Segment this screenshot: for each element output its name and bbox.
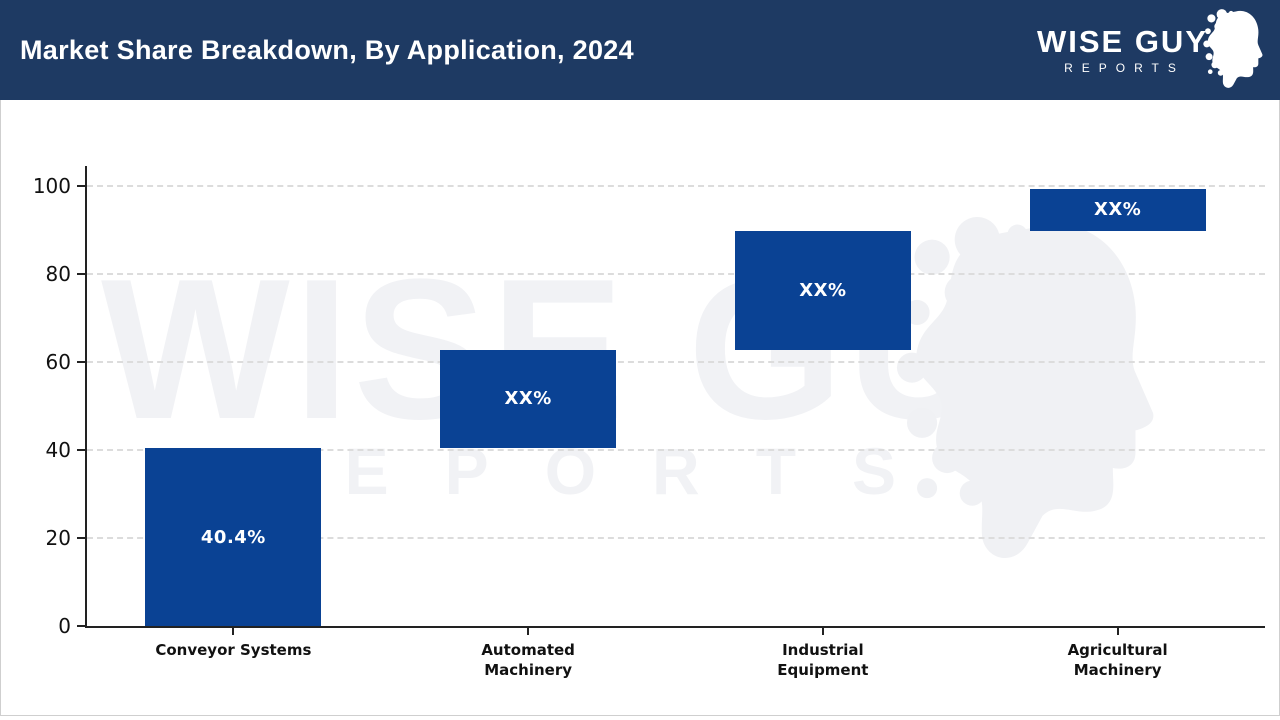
logo-brand-top: WISE GUY bbox=[1036, 23, 1208, 59]
grid-line bbox=[87, 361, 1265, 363]
grid-line bbox=[87, 537, 1265, 539]
y-tick-label: 60 bbox=[45, 350, 71, 374]
bar: XX% bbox=[734, 230, 911, 350]
x-tick bbox=[232, 628, 235, 635]
x-category-label: Conveyor Systems bbox=[123, 640, 343, 660]
x-category-label-line: Machinery bbox=[484, 661, 573, 680]
header-bar: Market Share Breakdown, By Application, … bbox=[0, 0, 1280, 100]
x-tick bbox=[1116, 628, 1119, 635]
x-category-label-line: Agricultural bbox=[1067, 641, 1168, 659]
x-category-label-line: Industrial bbox=[782, 641, 864, 659]
y-tick-label: 40 bbox=[45, 438, 71, 462]
y-tick bbox=[77, 185, 85, 187]
grid-line bbox=[87, 449, 1265, 451]
logo-wordmark: WISE GUY REPORTS bbox=[1037, 26, 1208, 75]
bar-value-label: 40.4% bbox=[200, 526, 266, 548]
x-category-label-line: Automated bbox=[481, 641, 575, 659]
y-tick bbox=[77, 273, 85, 275]
plot: 0 20 40 60 80 100 40.4% Conveyor Systems XX% Auto… bbox=[1, 100, 1279, 715]
x-tick bbox=[821, 628, 824, 635]
y-tick bbox=[77, 625, 85, 627]
x-category-label-line: Conveyor Systems bbox=[155, 641, 312, 659]
bar-value-label: XX% bbox=[1093, 199, 1142, 221]
x-category-label-line: Equipment bbox=[777, 661, 869, 680]
x-axis bbox=[85, 626, 1265, 628]
y-tick-label: 20 bbox=[45, 526, 71, 550]
logo-brand-bottom: REPORTS bbox=[1064, 60, 1185, 75]
bar-value-label: XX% bbox=[504, 388, 552, 410]
y-tick bbox=[77, 361, 85, 363]
y-tick bbox=[77, 449, 85, 451]
x-category-label: Industrial Equipment bbox=[713, 640, 933, 681]
y-tick bbox=[77, 537, 85, 539]
bar: 40.4% bbox=[145, 448, 322, 626]
bar-value-label: XX% bbox=[799, 279, 847, 301]
grid-line bbox=[87, 273, 1265, 275]
y-tick-label: 80 bbox=[45, 262, 71, 286]
grid-line bbox=[87, 185, 1265, 187]
chart-area: WISE GUY REPORTS 0 20 40 60 80 100 40.4% Convey… bbox=[0, 100, 1280, 716]
logo-head-icon bbox=[1203, 9, 1263, 88]
chart-title: Market Share Breakdown, By Application, … bbox=[20, 34, 634, 65]
bar: XX% bbox=[440, 349, 617, 449]
y-tick-label: 0 bbox=[58, 614, 71, 638]
x-tick bbox=[527, 628, 530, 635]
bar: XX% bbox=[1029, 188, 1206, 231]
wiseguy-logo: WISE GUY REPORTS bbox=[1037, 8, 1270, 92]
x-category-label: Automated Machinery bbox=[418, 640, 638, 681]
x-category-label-line: Machinery bbox=[1073, 661, 1162, 680]
y-axis bbox=[85, 166, 87, 628]
y-tick-label: 100 bbox=[32, 174, 71, 198]
x-category-label: Agricultural Machinery bbox=[1008, 640, 1228, 681]
